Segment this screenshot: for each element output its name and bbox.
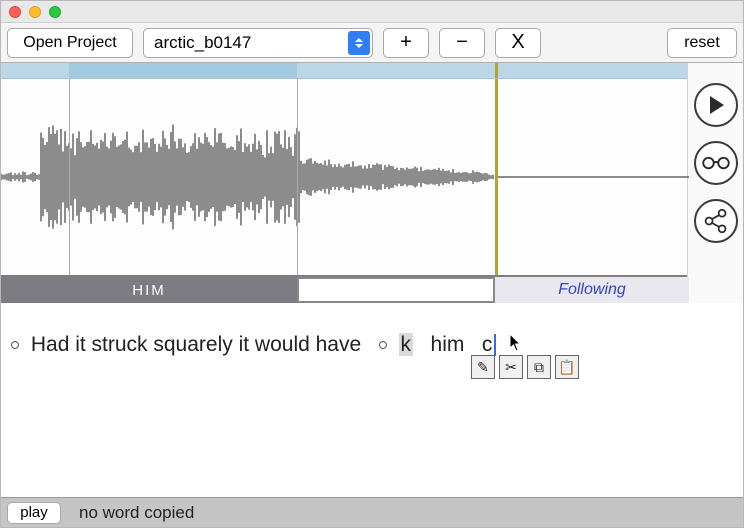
mini-toolbar: ✎ ✂ ⧉ 📋 (471, 355, 579, 379)
playhead[interactable] (495, 79, 498, 275)
text-cursor (494, 334, 496, 356)
label-strip: HIM Following (1, 277, 687, 303)
waveform-column: HIM Following (1, 63, 687, 303)
zoom-window-dot[interactable] (49, 6, 61, 18)
status-message: no word copied (79, 503, 194, 523)
titlebar (1, 1, 743, 23)
minimize-window-dot[interactable] (29, 6, 41, 18)
transcript-k: k (399, 333, 414, 356)
waveform-svg (1, 79, 689, 275)
transcript-part1: Had it struck squarely it would have (31, 333, 361, 356)
chevron-updown-icon (348, 31, 370, 55)
side-controls (687, 63, 743, 303)
share-icon (703, 208, 729, 234)
transcript-area[interactable]: Had it struck squarely it would have k h… (1, 303, 743, 497)
close-window-dot[interactable] (9, 6, 21, 18)
share-button[interactable] (694, 199, 738, 243)
segment-divider (297, 79, 298, 275)
transcript-him: him (431, 333, 465, 356)
overview-playhead (495, 63, 498, 78)
overview-seg (69, 63, 297, 78)
copy-icon[interactable]: ⧉ (527, 355, 551, 379)
play-circle-button[interactable] (694, 83, 738, 127)
app-window: Open Project arctic_b0147 + − X reset (0, 0, 744, 528)
waveform-canvas[interactable] (1, 79, 687, 277)
toolbar: Open Project arctic_b0147 + − X reset (1, 23, 743, 63)
play-icon (710, 96, 724, 114)
play-button[interactable]: play (7, 502, 61, 524)
add-button[interactable]: + (383, 28, 429, 58)
transcript-c: c (482, 333, 493, 356)
label-following[interactable]: Following (495, 277, 689, 303)
waveform-zone: HIM Following (1, 63, 743, 303)
delete-button[interactable]: X (495, 28, 541, 58)
overview-strip[interactable] (1, 63, 687, 79)
label-him[interactable]: HIM (1, 277, 297, 303)
reset-button[interactable]: reset (667, 28, 737, 58)
spectacles-icon (701, 153, 731, 173)
remove-button[interactable]: − (439, 28, 485, 58)
label-blank[interactable] (297, 277, 495, 303)
segment-divider (69, 79, 70, 275)
mouse-pointer-icon (509, 333, 523, 353)
paste-icon[interactable]: 📋 (555, 355, 579, 379)
open-project-button[interactable]: Open Project (7, 28, 133, 58)
view-button[interactable] (694, 141, 738, 185)
project-select[interactable]: arctic_b0147 (143, 28, 373, 58)
pencil-icon[interactable]: ✎ (471, 355, 495, 379)
bullet-icon (379, 341, 387, 349)
main-area: HIM Following (1, 63, 743, 497)
bullet-icon (11, 341, 19, 349)
status-bar: play no word copied (1, 497, 743, 527)
scissors-icon[interactable]: ✂ (499, 355, 523, 379)
project-select-value: arctic_b0147 (154, 33, 251, 53)
